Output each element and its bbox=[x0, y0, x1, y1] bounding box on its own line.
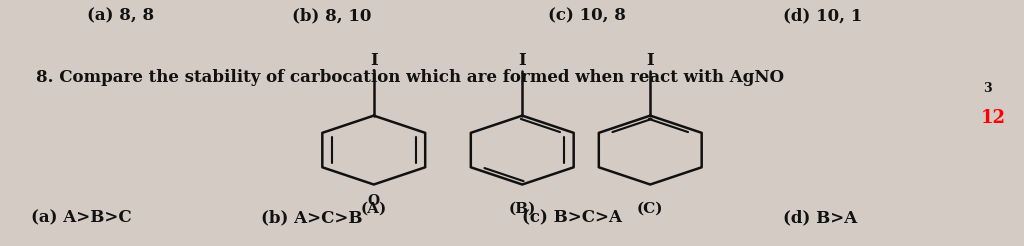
Text: I: I bbox=[518, 52, 526, 69]
Text: 12: 12 bbox=[981, 109, 1006, 127]
Text: I: I bbox=[370, 52, 378, 69]
Text: (B): (B) bbox=[509, 202, 536, 216]
Text: (b) A>C>B: (b) A>C>B bbox=[261, 209, 362, 226]
Text: (a) A>B>C: (a) A>B>C bbox=[31, 209, 131, 226]
Text: I: I bbox=[646, 52, 654, 69]
Text: 8. Compare the stability of carbocation which are formed when react with AgNO: 8. Compare the stability of carbocation … bbox=[36, 69, 784, 86]
Text: (A): (A) bbox=[360, 202, 387, 216]
Text: (c) 10, 8: (c) 10, 8 bbox=[548, 7, 626, 24]
Text: 3: 3 bbox=[983, 82, 991, 95]
Text: (d) B>A: (d) B>A bbox=[783, 209, 858, 226]
Text: (C): (C) bbox=[637, 202, 664, 216]
Text: (b) 8, 10: (b) 8, 10 bbox=[292, 7, 372, 24]
Text: (c) B>C>A: (c) B>C>A bbox=[522, 209, 623, 226]
Text: (a) 8, 8: (a) 8, 8 bbox=[87, 7, 155, 24]
Text: O: O bbox=[368, 194, 380, 208]
Text: (d) 10, 1: (d) 10, 1 bbox=[783, 7, 862, 24]
